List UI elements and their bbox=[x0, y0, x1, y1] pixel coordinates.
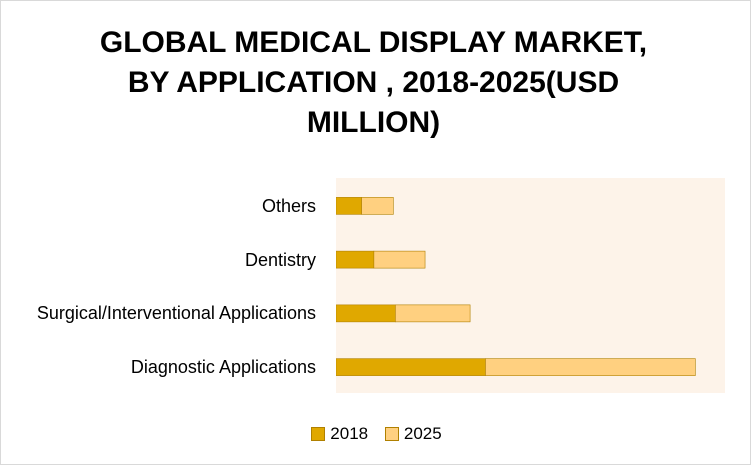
bar-2018-0 bbox=[336, 197, 362, 215]
bar-2018-3 bbox=[336, 358, 486, 376]
bar-2018-1 bbox=[336, 250, 375, 269]
category-label: Others bbox=[261, 195, 316, 216]
chart-title: GLOBAL MEDICAL DISPLAY MARKET, BY APPLIC… bbox=[99, 26, 648, 139]
category-label: Diagnostic Applications bbox=[130, 357, 316, 378]
bar-2025-3 bbox=[485, 358, 696, 376]
bar-2018-2 bbox=[336, 304, 396, 323]
legend: 2018 2025 bbox=[1, 424, 751, 446]
legend-item-2025: 2025 bbox=[384, 424, 442, 444]
legend-swatch-2018 bbox=[311, 427, 326, 441]
bar-2025-1 bbox=[373, 250, 426, 269]
bar-2025-0 bbox=[361, 197, 394, 215]
category-label: Surgical/Interventional Applications bbox=[36, 303, 316, 324]
plot-background bbox=[336, 178, 725, 393]
legend-swatch-2025 bbox=[384, 427, 399, 441]
plot-area bbox=[336, 178, 725, 393]
category-label: Dentistry bbox=[244, 249, 316, 270]
legend-label-2018: 2018 bbox=[330, 424, 369, 443]
legend-item-2018: 2018 bbox=[311, 424, 368, 444]
legend-label-2025: 2025 bbox=[403, 424, 442, 443]
bar-2025-2 bbox=[395, 304, 471, 323]
